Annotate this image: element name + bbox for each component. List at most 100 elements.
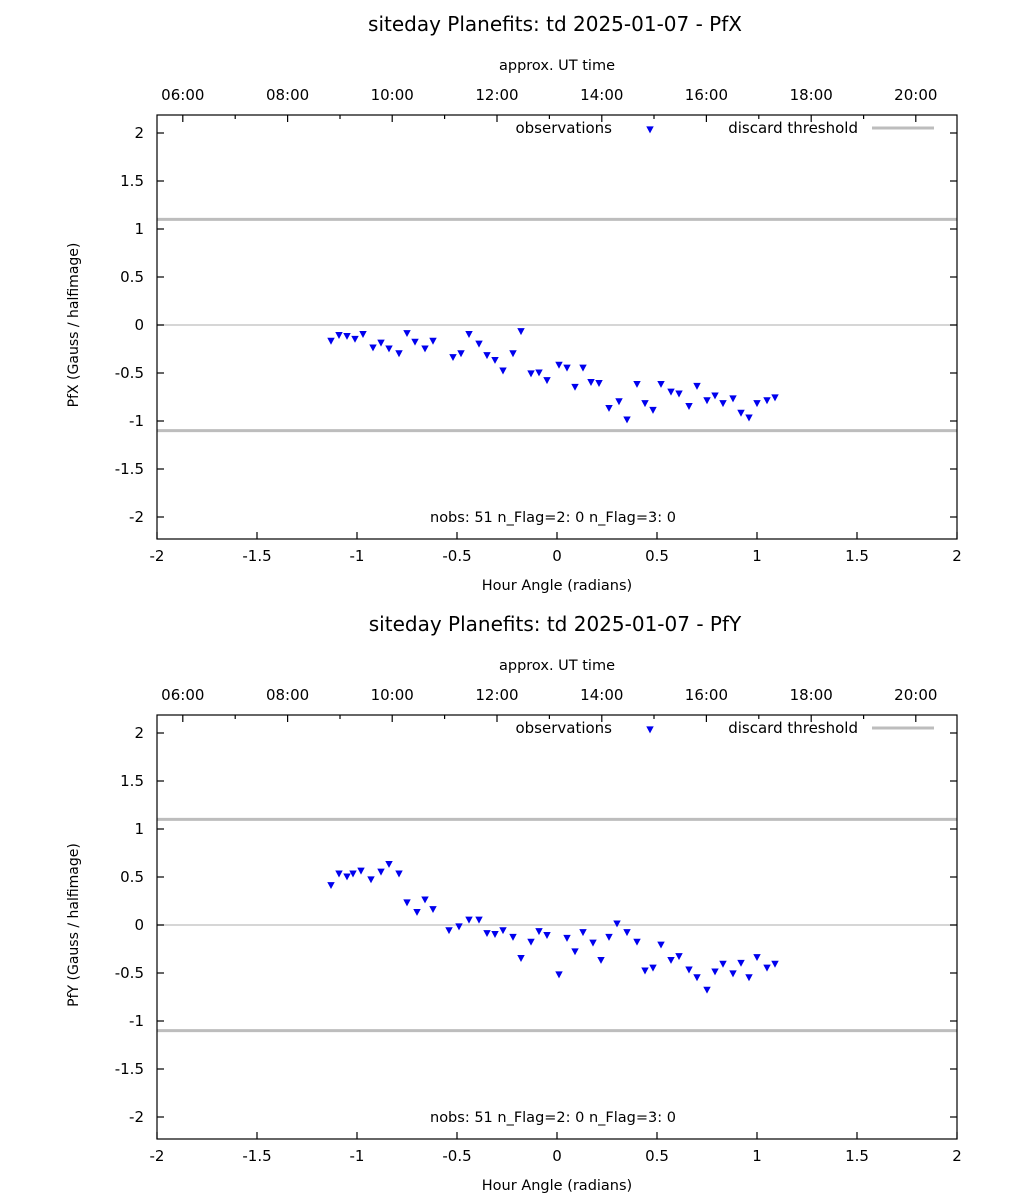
x-tick-label: 0.5 (645, 1147, 669, 1165)
data-point (411, 338, 419, 346)
data-point (457, 350, 465, 358)
legend-label-discard-threshold: discard threshold (728, 719, 858, 737)
stats-text: nobs: 51 n_Flag=2: 0 n_Flag=3: 0 (430, 1110, 676, 1126)
data-point (563, 934, 571, 942)
x2-tick-label: 14:00 (580, 686, 623, 704)
data-point (613, 920, 621, 928)
data-point (745, 414, 753, 422)
data-point (587, 379, 595, 386)
data-point (357, 867, 365, 875)
chart-title: siteday Planefits: td 2025-01-07 - PfX (368, 12, 742, 36)
data-point (711, 968, 719, 976)
data-point (395, 870, 403, 878)
data-point (605, 933, 613, 941)
y-axis: 2 1.5 1 0.5 0 -0.5 -1 -1.5 -2 (115, 724, 957, 1126)
x-tick-label: 2 (952, 1147, 962, 1165)
observations-series (327, 328, 779, 424)
y-tick-label: 0 (134, 316, 144, 334)
legend-label-discard-threshold: discard threshold (728, 119, 858, 137)
x-tick-label: 1.5 (845, 1147, 869, 1165)
data-point (359, 331, 367, 338)
x2-tick-label: 06:00 (161, 686, 204, 704)
data-point (693, 974, 701, 982)
y-axis: 2 1.5 1 0.5 0 -0.5 -1 -1.5 -2 (115, 124, 957, 526)
plot-border (156, 114, 958, 540)
x-axis: -2 -1.5 -1 -0.5 0 0.5 1 1.5 2 (150, 532, 962, 565)
x2-tick-label: 08:00 (266, 86, 309, 104)
pfx-chart: -2 -1.5 -1 -0.5 0 0.5 1 1.5 2 2 1.5 1 0.5 0 -0.5 -1 -1.5… (0, 0, 1024, 600)
data-point (429, 337, 437, 345)
data-point (343, 332, 351, 340)
data-point (667, 388, 675, 396)
data-point (543, 377, 551, 385)
y-tick-label: 1.5 (120, 772, 144, 790)
x-tick-label: -0.5 (442, 547, 471, 565)
y-tick-label: -2 (129, 1108, 144, 1126)
x-tick-label: -2 (150, 547, 165, 565)
stats-text: nobs: 51 n_Flag=2: 0 n_Flag=3: 0 (430, 510, 676, 526)
data-point (491, 931, 499, 938)
x2-tick-label: 16:00 (685, 86, 728, 104)
data-point (369, 344, 377, 352)
x2-axis-label: approx. UT time (499, 658, 615, 674)
data-point (615, 398, 623, 406)
data-point (385, 345, 393, 353)
pfx-plot-canvas: -2 -1.5 -1 -0.5 0 0.5 1 1.5 2 2 1.5 1 0.5 0 -0.5 -1 -1.5… (66, 12, 962, 594)
x2-tick-label: 16:00 (685, 686, 728, 704)
y-tick-label: -1 (129, 412, 144, 430)
data-point (349, 870, 357, 878)
y-tick-label: -1 (129, 1012, 144, 1030)
x-tick-label: -1 (350, 547, 365, 565)
data-point (421, 896, 429, 904)
data-point (693, 382, 701, 390)
data-point (685, 966, 693, 974)
data-point (377, 339, 385, 347)
data-point (517, 328, 525, 336)
y-axis-label: PfY (Gauss / halfimage) (66, 843, 82, 1007)
x2-axis: 06:00 08:00 10:00 12:00 14:00 16:00 18:00 20:00 (161, 86, 937, 122)
data-point (535, 369, 543, 377)
data-point (509, 933, 517, 941)
x2-tick-label: 12:00 (475, 686, 518, 704)
data-point (711, 392, 719, 400)
data-point (763, 964, 771, 972)
observations-series (327, 860, 779, 994)
x-tick-label: 1 (752, 1147, 762, 1165)
y-tick-label: 0 (134, 916, 144, 934)
data-point (589, 939, 597, 947)
legend: observations discard threshold (515, 719, 934, 737)
x-tick-label: -1.5 (242, 547, 271, 565)
y-tick-label: 1 (134, 220, 144, 238)
data-point (667, 956, 675, 964)
data-point (335, 332, 343, 339)
data-point (555, 971, 563, 979)
x2-tick-label: 12:00 (475, 86, 518, 104)
data-point (543, 932, 551, 939)
discard-threshold-lines (157, 817, 957, 1033)
y-tick-label: 2 (134, 124, 144, 142)
data-point (771, 394, 779, 402)
data-point (737, 409, 745, 417)
data-point (449, 354, 457, 362)
x-tick-label: 0.5 (645, 547, 669, 565)
data-point (555, 361, 563, 369)
x2-tick-label: 10:00 (371, 686, 414, 704)
legend: observations discard threshold (515, 119, 934, 137)
data-point (595, 380, 603, 387)
x2-axis-label: approx. UT time (499, 58, 615, 74)
legend-label-observations: observations (515, 119, 612, 137)
data-point (335, 870, 343, 878)
plot-border (156, 714, 958, 1140)
data-point (385, 860, 393, 868)
data-point (483, 352, 491, 360)
data-point (327, 882, 335, 890)
data-point (429, 906, 437, 914)
y-tick-label: -1.5 (115, 460, 144, 478)
data-point (641, 400, 649, 408)
y-tick-label: 1 (134, 820, 144, 838)
data-point (475, 340, 483, 348)
x-tick-label: 1 (752, 547, 762, 565)
data-point (343, 873, 351, 881)
y-tick-label: -0.5 (115, 964, 144, 982)
